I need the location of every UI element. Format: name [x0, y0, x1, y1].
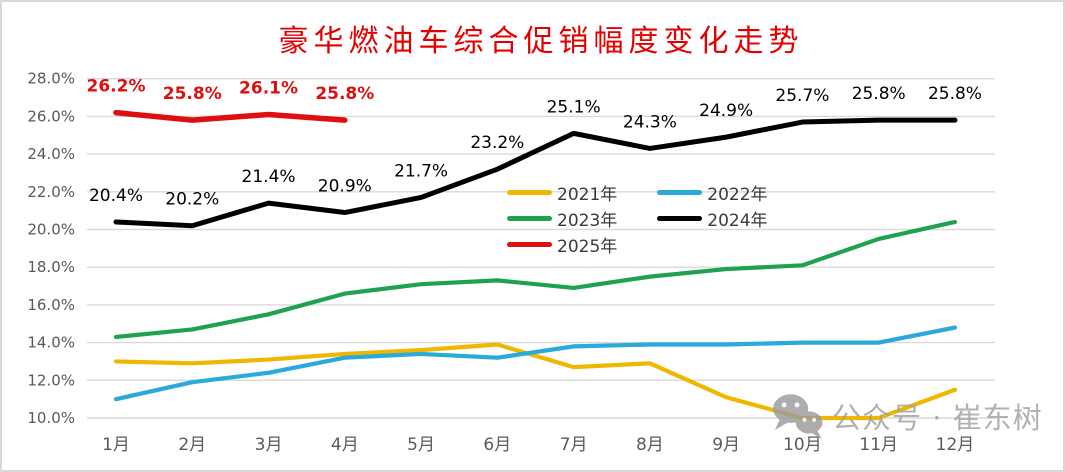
data-label-2024年: 21.4%	[242, 167, 296, 187]
legend-swatch	[507, 215, 552, 221]
legend-item-2024年: 2024年	[657, 207, 768, 231]
y-axis-tick-label: 20.0%	[27, 221, 75, 239]
legend-label: 2025年	[557, 236, 618, 257]
legend-item-2023年: 2023年	[507, 207, 618, 231]
x-axis-tick-label: 10月	[783, 435, 822, 455]
data-label-2025年: 25.8%	[163, 84, 222, 104]
series-line-2023年	[113, 219, 958, 340]
legend-label: 2022年	[707, 184, 768, 205]
chart-title: 豪华燃油车综合促销幅度变化走势	[278, 24, 804, 59]
x-axis-tick-label: 3月	[255, 435, 283, 455]
x-axis-tick-label: 12月	[936, 435, 975, 455]
legend-label: 2021年	[557, 184, 618, 205]
data-label-2025年: 26.1%	[239, 79, 298, 99]
legend-item-2022年: 2022年	[657, 181, 768, 205]
x-axis-tick-label: 11月	[859, 435, 898, 455]
x-axis-tick-label: 1月	[102, 435, 130, 455]
legend-label: 2024年	[707, 210, 768, 231]
legend-item-2021年: 2021年	[507, 181, 618, 205]
x-axis-tick-label: 4月	[331, 435, 359, 455]
y-axis-tick-label: 24.0%	[27, 145, 75, 163]
y-axis-tick-label: 22.0%	[27, 183, 75, 201]
legend-label: 2023年	[557, 210, 618, 231]
data-label-2024年: 25.8%	[928, 84, 982, 104]
legend-swatch	[507, 241, 552, 247]
data-label-2025年: 25.8%	[315, 84, 374, 104]
data-label-2025年: 26.2%	[87, 77, 146, 97]
legend-swatch	[507, 189, 552, 195]
data-label-2024年: 21.7%	[394, 161, 448, 181]
x-axis-tick-label: 5月	[407, 435, 435, 455]
legend: 2021年 2022年 2023年 2024年 2025年	[507, 181, 768, 257]
x-axis-tick-label: 9月	[712, 435, 740, 455]
data-label-2024年: 23.2%	[470, 133, 524, 153]
y-axis-tick-label: 26.0%	[27, 107, 75, 125]
legend-swatch	[657, 189, 703, 195]
data-label-2024年: 25.8%	[852, 84, 906, 104]
y-axis-tick-label: 16.0%	[27, 296, 75, 314]
series-line-2024年	[113, 117, 958, 229]
legend-swatch	[657, 215, 703, 221]
data-label-2024年: 24.9%	[699, 101, 753, 121]
series-line-2021年	[113, 342, 958, 421]
y-axis-tick-label: 28.0%	[27, 70, 75, 88]
x-axis-tick-label: 8月	[636, 435, 664, 455]
y-axis-tick-label: 18.0%	[27, 258, 75, 276]
data-label-2024年: 24.3%	[623, 112, 677, 132]
x-axis-tick-label: 7月	[560, 435, 588, 455]
y-axis-tick-label: 14.0%	[27, 334, 75, 352]
data-label-2024年: 25.7%	[775, 86, 829, 106]
y-axis-tick-label: 12.0%	[27, 371, 75, 389]
data-label-2024年: 20.4%	[89, 186, 143, 206]
x-axis-tick-label: 6月	[483, 435, 511, 455]
legend-item-2025年: 2025年	[507, 233, 618, 257]
data-label-2024年: 20.2%	[165, 190, 219, 210]
x-axis-tick-label: 2月	[178, 435, 206, 455]
series-line-2025年	[113, 109, 348, 123]
data-label-2024年: 25.1%	[547, 97, 601, 117]
series-line-2022年	[113, 325, 958, 402]
data-label-2024年: 20.9%	[318, 177, 372, 197]
y-axis-tick-label: 10.0%	[27, 409, 75, 427]
